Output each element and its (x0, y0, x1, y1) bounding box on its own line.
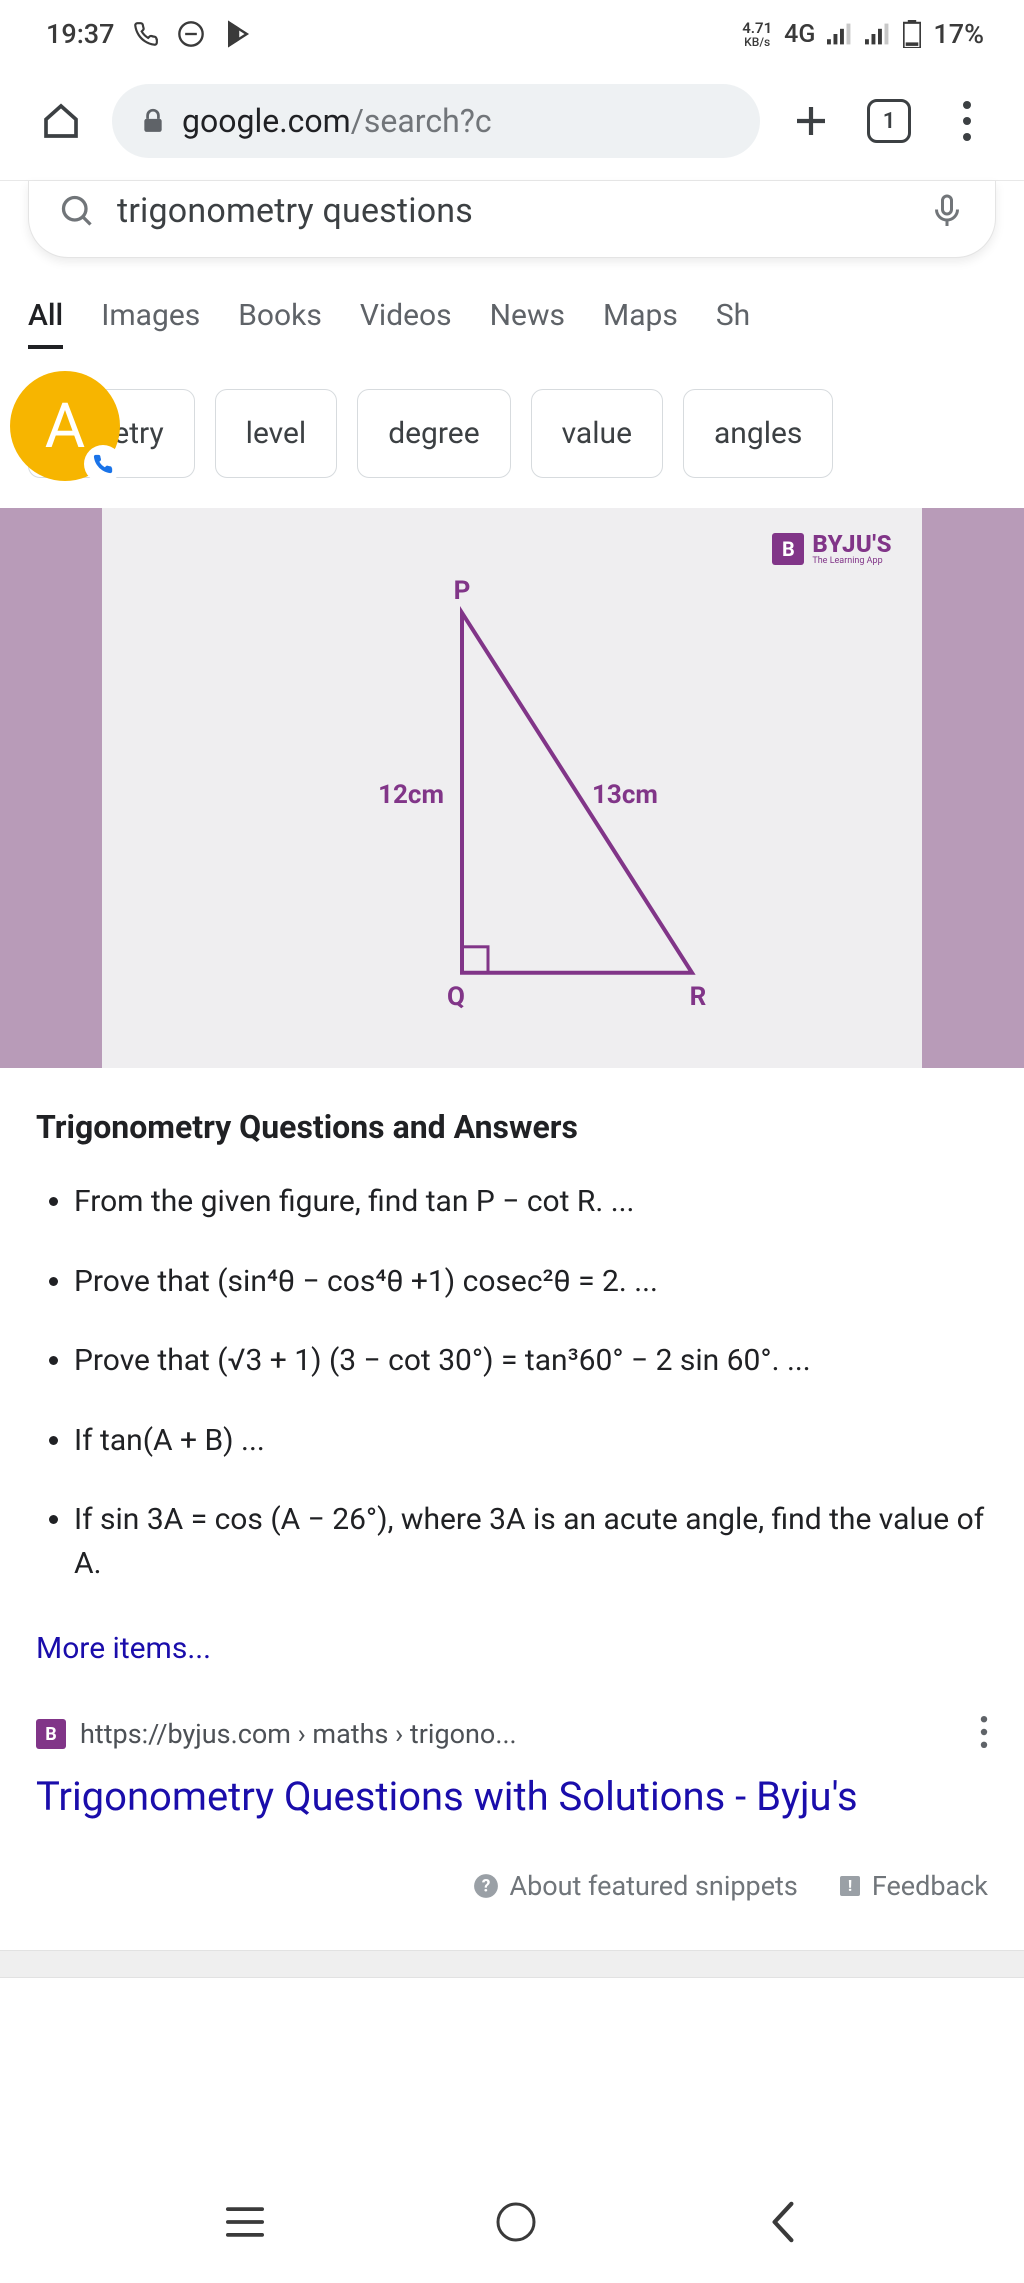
search-query-text: trigonometry questions (117, 191, 907, 231)
result-title-link[interactable]: Trigonometry Questions with Solutions - … (36, 1770, 988, 1824)
voice-icon[interactable] (929, 193, 965, 229)
dnd-icon (177, 20, 205, 48)
network-speed: 4.71 KB/s (742, 21, 772, 48)
battery-percent: 17% (933, 18, 984, 50)
featured-snippet-image[interactable]: B BYJU'S The Learning App P Q R 12cm 13c… (0, 508, 1024, 1068)
lock-icon (140, 106, 166, 136)
snippet-item: From the given figure, find tan P − cot … (74, 1180, 988, 1224)
tab-videos[interactable]: Videos (360, 298, 452, 349)
byjus-tagline: The Learning App (812, 556, 892, 566)
nav-home-button[interactable] (494, 2200, 538, 2248)
result-favicon: B (36, 1719, 66, 1749)
feedback-link[interactable]: ! Feedback (838, 1870, 988, 1902)
section-divider (0, 1950, 1024, 1978)
android-nav-bar (0, 2165, 1024, 2283)
about-snippets-link[interactable]: ? About featured snippets (473, 1870, 797, 1902)
tab-news[interactable]: News (490, 298, 565, 349)
android-status-bar: 19:37 4.71 KB/s 4G 17% (0, 0, 1024, 62)
snippet-title: Trigonometry Questions and Answers (36, 1108, 988, 1146)
search-result: B https://byjus.com › maths › trigono...… (0, 1696, 1024, 1834)
nav-back-button[interactable] (767, 2201, 799, 2247)
tab-maps[interactable]: Maps (603, 298, 678, 349)
snippet-item: Prove that (√3 + 1) (3 − cot 30°) = tan³… (74, 1339, 988, 1383)
snippet-footer-row: ? About featured snippets ! Feedback (0, 1834, 1024, 1922)
vertex-P: P (454, 576, 471, 606)
snippet-item: Prove that (sin⁴θ − cos⁴θ +1) cosec²θ = … (74, 1260, 988, 1304)
result-breadcrumb[interactable]: B https://byjus.com › maths › trigono... (36, 1718, 517, 1750)
triangle-svg: P Q R 12cm 13cm (252, 553, 772, 1043)
triangle-diagram: B BYJU'S The Learning App P Q R 12cm 13c… (102, 508, 922, 1068)
search-tabs: All Images Books Videos News Maps Sh (0, 258, 1024, 359)
side-pr: 13cm (592, 780, 658, 810)
svg-text:!: ! (848, 1876, 852, 1895)
url-text: google.com/search?c (182, 102, 492, 140)
signal-icon (827, 23, 853, 45)
byjus-logo: B BYJU'S The Learning App (772, 532, 892, 566)
vertex-R: R (690, 982, 707, 1012)
home-button[interactable] (34, 94, 88, 148)
feedback-label: Feedback (872, 1870, 988, 1902)
play-icon (223, 19, 253, 49)
chip[interactable]: degree (357, 389, 510, 478)
tab-images[interactable]: Images (101, 298, 200, 349)
about-snippets-label: About featured snippets (509, 1870, 797, 1902)
nav-recent-button[interactable] (225, 2206, 265, 2242)
svg-text:?: ? (482, 1876, 491, 1896)
chrome-toolbar: google.com/search?c 1 (0, 62, 1024, 181)
side-pq: 12cm (378, 780, 444, 810)
status-time: 19:37 (46, 18, 115, 50)
snippet-item: If tan(A + B) ... (74, 1419, 988, 1463)
chip[interactable]: level (215, 389, 338, 478)
byjus-logo-icon: B (772, 533, 804, 565)
address-bar[interactable]: google.com/search?c (112, 84, 760, 158)
phone-icon (133, 21, 159, 47)
avatar-letter: A (45, 390, 85, 463)
network-type: 4G (784, 20, 815, 49)
avatar-call-badge (84, 445, 122, 483)
search-input-container[interactable]: trigonometry questions (28, 181, 996, 258)
search-icon (59, 193, 95, 229)
result-overflow-button[interactable] (980, 1716, 988, 1752)
tab-all[interactable]: All (28, 298, 63, 349)
more-items-link[interactable]: More items... (0, 1631, 1024, 1696)
signal-icon-2 (865, 23, 891, 45)
chip[interactable]: angles (683, 389, 833, 478)
byjus-name: BYJU'S (812, 532, 892, 556)
snippet-item: If sin 3A = cos (A − 26°), where 3A is a… (74, 1498, 988, 1585)
tab-books[interactable]: Books (238, 298, 322, 349)
featured-snippet-body: Trigonometry Questions and Answers From … (0, 1068, 1024, 1631)
snippet-list: From the given figure, find tan P − cot … (36, 1180, 988, 1585)
chip[interactable]: value (531, 389, 663, 478)
breadcrumb-text: https://byjus.com › maths › trigono... (80, 1718, 517, 1750)
status-left: 19:37 (46, 18, 253, 50)
status-right: 4.71 KB/s 4G 17% (742, 18, 984, 50)
new-tab-button[interactable] (784, 94, 838, 148)
overflow-menu-button[interactable] (940, 94, 994, 148)
battery-icon (903, 20, 921, 48)
tab-switcher-button[interactable]: 1 (862, 94, 916, 148)
vertex-Q: Q (447, 982, 465, 1012)
floating-avatar[interactable]: A (10, 371, 120, 481)
tab-shopping[interactable]: Sh (716, 298, 750, 349)
related-chips-row: A metry level degree value angles (0, 359, 1024, 508)
